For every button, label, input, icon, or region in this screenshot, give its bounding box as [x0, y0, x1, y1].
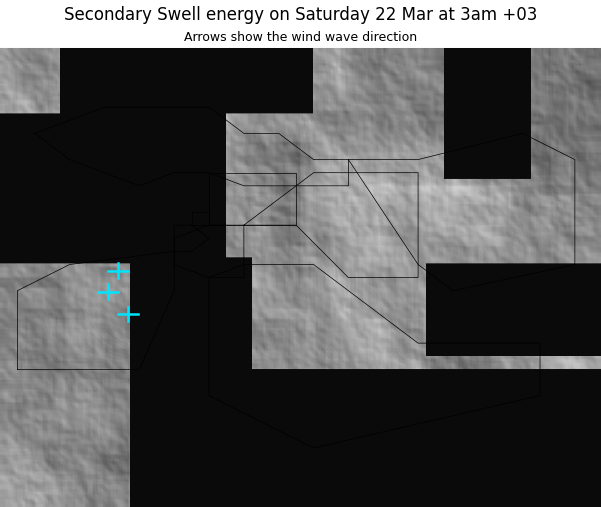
Text: Secondary Swell energy on Saturday 22 Mar at 3am +03: Secondary Swell energy on Saturday 22 Ma…	[64, 7, 537, 24]
Text: Arrows show the wind wave direction: Arrows show the wind wave direction	[184, 31, 417, 44]
